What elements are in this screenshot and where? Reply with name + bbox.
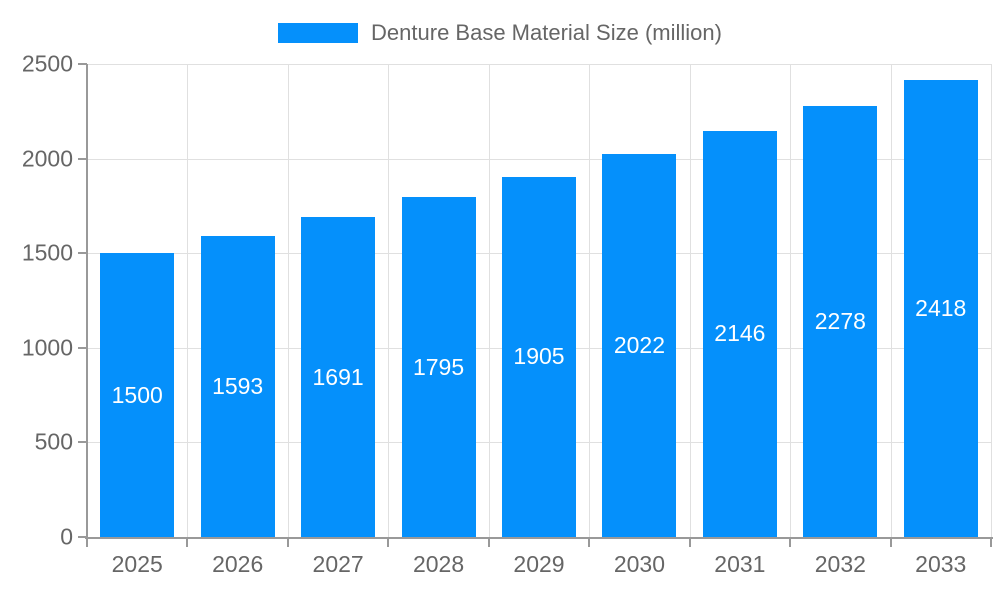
x-tick-label-2028: 2028 [412,551,465,577]
x-tick-3 [387,537,390,547]
x-tick-4 [487,537,490,547]
x-tick-label-2027: 2027 [312,551,364,577]
bar-value-label-2026: 1593 [212,372,264,399]
bar-value-label-2031: 2146 [714,320,766,347]
v-gridline-4 [488,64,490,537]
x-tick-label-2032: 2032 [814,551,866,577]
x-tick-label-2031: 2031 [714,551,766,577]
bar-2032[interactable]: 2278 [803,106,878,537]
y-tick-label-2500: 2500 [21,50,73,77]
bar-value-label-2025: 1500 [111,381,163,408]
x-tick-label-2033: 2033 [915,551,967,577]
x-tick-9 [990,537,992,547]
y-tick-label-2000: 2000 [21,145,73,172]
v-gridline-2 [287,64,289,537]
y-tick-label-500: 500 [34,428,73,455]
bar-2029[interactable]: 1905 [502,176,576,537]
y-tick-label-1000: 1000 [21,334,73,361]
x-tick-6 [688,537,691,547]
bar-2028[interactable]: 1795 [401,197,476,537]
y-tick-2000 [78,157,87,160]
bar-value-label-2028: 1795 [412,353,465,380]
y-tick-label-1500: 1500 [21,239,73,266]
v-gridline-8 [890,64,892,537]
x-axis-line [85,537,993,539]
legend-swatch[interactable] [278,23,359,43]
bar-2027[interactable]: 1691 [301,217,376,537]
v-gridline-6 [689,64,691,537]
y-tick-0 [78,536,87,538]
x-tick-label-2026: 2026 [212,551,264,577]
x-tick-label-2029: 2029 [513,551,565,577]
x-tick-1 [186,537,189,547]
bar-value-label-2029: 1905 [513,343,565,370]
bar-2030[interactable]: 2022 [602,154,677,537]
y-tick-1500 [78,252,87,255]
bar-value-label-2030: 2022 [613,332,666,359]
x-tick-0 [86,537,88,547]
bar-2033[interactable]: 2418 [903,79,978,537]
x-tick-5 [588,537,591,547]
bar-2031[interactable]: 2146 [702,130,777,537]
v-gridline-5 [589,64,591,537]
h-gridline-2500 [87,64,991,65]
y-tick-label-0: 0 [60,523,73,550]
x-tick-7 [789,537,792,547]
x-tick-2 [286,537,289,547]
legend-label[interactable]: Denture Base Material Size (million) [371,20,722,45]
x-tick-label-2030: 2030 [613,551,666,577]
h-gridline-2000 [87,158,991,160]
legend[interactable]: Denture Base Material Size (million) [0,21,1000,45]
bar-value-label-2027: 1691 [312,363,364,390]
y-tick-2500 [78,63,87,65]
bar-value-label-2032: 2278 [814,308,866,334]
v-gridline-7 [790,64,792,537]
y-axis-line [86,64,88,537]
bar-2026[interactable]: 1593 [200,235,275,537]
bar-2025[interactable]: 1500 [100,253,175,537]
plot-area: 1500 1593 1691 1795 1905 2022 2146 2278 2418 0 500… [22,52,993,576]
v-gridline-1 [187,64,189,537]
x-tick-label-2025: 2025 [111,551,163,577]
v-gridline-3 [388,64,390,537]
y-tick-500 [78,441,87,444]
x-tick-8 [889,537,892,547]
bar-value-label-2033: 2418 [915,294,967,321]
v-gridline-9 [991,64,992,537]
y-tick-1000 [78,346,87,349]
